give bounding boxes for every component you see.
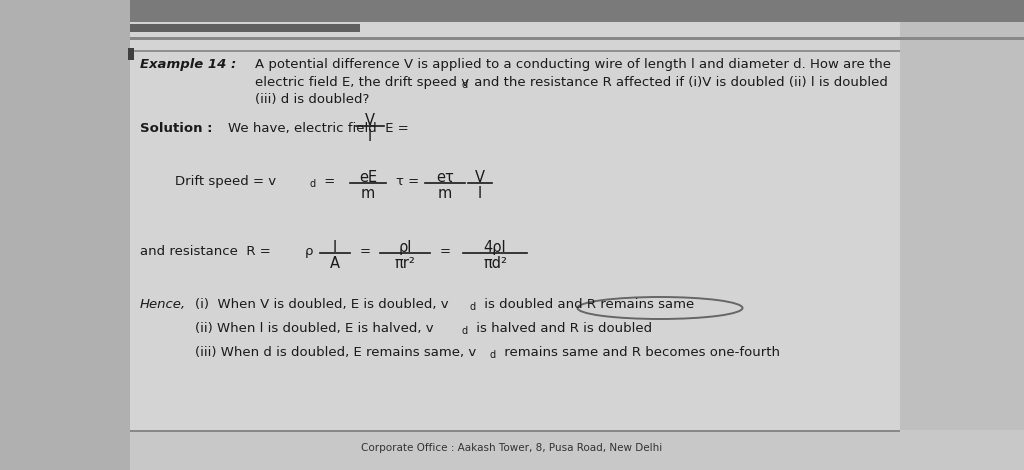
Text: Solution :: Solution : <box>140 122 213 135</box>
Text: eτ: eτ <box>436 170 454 185</box>
Text: τ =: τ = <box>396 175 419 188</box>
Bar <box>0 0 130 470</box>
Bar <box>128 48 134 60</box>
Text: ρl: ρl <box>398 240 412 255</box>
Text: A potential difference V is applied to a conducting wire of length l and diamete: A potential difference V is applied to a… <box>255 58 891 71</box>
Text: l: l <box>478 186 482 201</box>
Text: and resistance  R =: and resistance R = <box>140 245 275 258</box>
Text: is halved and R is doubled: is halved and R is doubled <box>472 322 652 335</box>
Bar <box>130 430 1024 470</box>
Text: l: l <box>333 240 337 255</box>
Text: d: d <box>462 326 468 336</box>
Text: A: A <box>330 256 340 271</box>
Text: V: V <box>365 113 375 128</box>
Text: (i)  When V is doubled, E is doubled, v: (i) When V is doubled, E is doubled, v <box>195 298 449 311</box>
Text: is doubled and R remains same: is doubled and R remains same <box>480 298 694 311</box>
Text: Hence,: Hence, <box>140 298 186 311</box>
Text: Drift speed = v: Drift speed = v <box>175 175 276 188</box>
Bar <box>900 0 1024 470</box>
Text: remains same and R becomes one-fourth: remains same and R becomes one-fourth <box>500 346 780 359</box>
Text: πd²: πd² <box>483 256 507 271</box>
Text: We have, electric field  E =: We have, electric field E = <box>228 122 409 135</box>
Text: m: m <box>438 186 453 201</box>
Bar <box>130 0 1024 22</box>
Bar <box>130 24 360 32</box>
Text: eE: eE <box>359 170 377 185</box>
Text: l: l <box>368 129 372 144</box>
Bar <box>130 50 900 52</box>
Text: d: d <box>470 302 476 312</box>
Text: (ii) When l is doubled, E is halved, v: (ii) When l is doubled, E is halved, v <box>195 322 433 335</box>
Text: =: = <box>319 175 335 188</box>
Text: (iii) d is doubled?: (iii) d is doubled? <box>255 93 370 106</box>
Text: d: d <box>490 350 496 360</box>
Text: 4ρl: 4ρl <box>483 240 506 255</box>
Text: d: d <box>310 179 316 189</box>
Text: (iii) When d is doubled, E remains same, v: (iii) When d is doubled, E remains same,… <box>195 346 476 359</box>
Text: Corporate Office : Aakash Tower, 8, Pusa Road, New Delhi: Corporate Office : Aakash Tower, 8, Pusa… <box>361 443 663 453</box>
Text: =: = <box>360 245 371 258</box>
Text: and the resistance R affected if (i)V is doubled (ii) l is doubled: and the resistance R affected if (i)V is… <box>470 76 888 89</box>
Bar <box>130 37 1024 40</box>
Text: ρ: ρ <box>305 245 313 258</box>
Text: V: V <box>475 170 485 185</box>
Text: =: = <box>440 245 451 258</box>
Bar <box>130 430 900 432</box>
Text: electric field E, the drift speed v: electric field E, the drift speed v <box>255 76 469 89</box>
Text: d: d <box>462 80 468 90</box>
Bar <box>130 0 1024 470</box>
Text: m: m <box>360 186 375 201</box>
Text: Example 14 :: Example 14 : <box>140 58 237 71</box>
Text: πr²: πr² <box>394 256 416 271</box>
